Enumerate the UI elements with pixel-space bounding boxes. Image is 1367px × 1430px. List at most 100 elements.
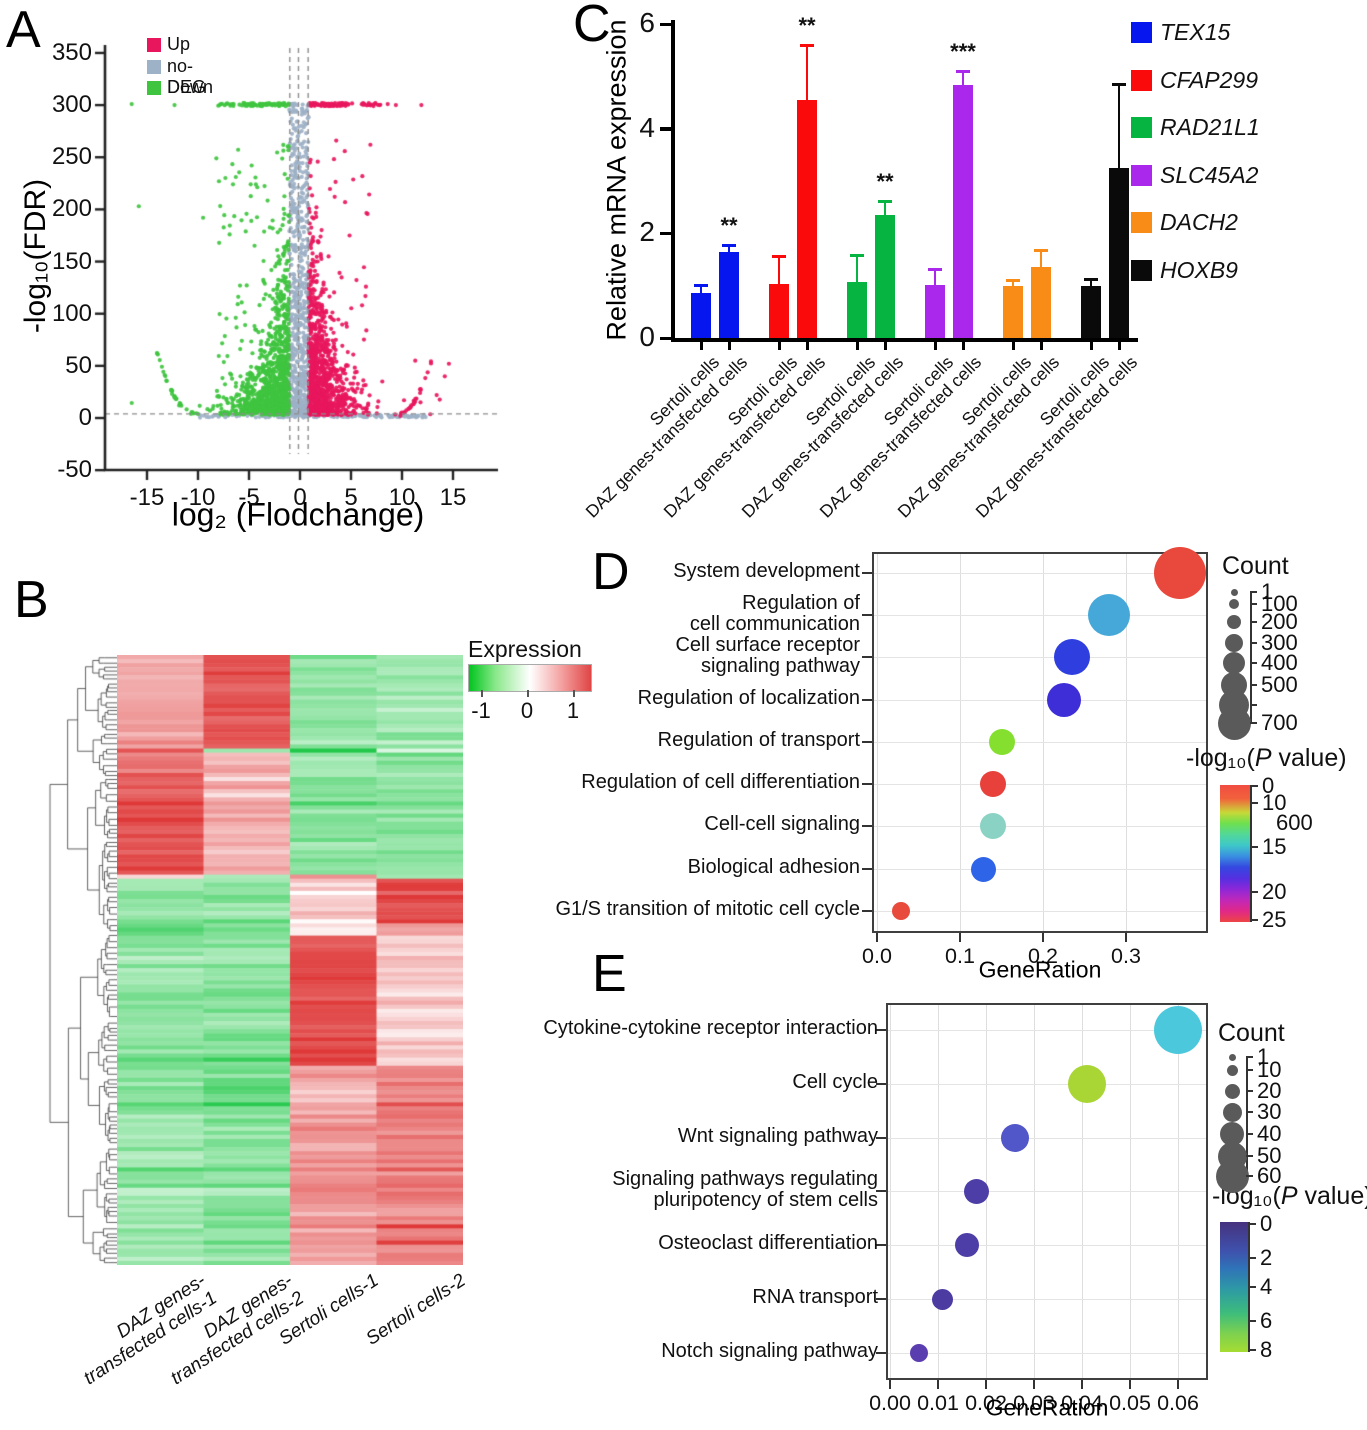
colorbar-tick <box>1250 801 1258 804</box>
count-label: 60 <box>1257 1163 1282 1188</box>
tick-label: 15 <box>439 484 467 511</box>
volcano-scatter-canvas <box>85 40 505 486</box>
y-tick-label: 4 <box>639 111 655 143</box>
x-tick-label: 0.02 <box>965 1391 1007 1415</box>
legend-label: Up <box>167 34 191 54</box>
kegg-count-legend-title: Count <box>1218 1019 1285 1047</box>
dendrogram-canvas <box>46 652 120 1268</box>
panel-c-letter: C <box>573 0 611 53</box>
error-cap <box>722 243 736 247</box>
row-tick <box>862 783 872 785</box>
count-label: 100 <box>1261 591 1298 616</box>
count-tick <box>1250 684 1257 686</box>
count-dot <box>1217 706 1251 740</box>
error-line <box>855 255 859 282</box>
term-label-line: Osteoclast differentiation <box>658 1232 878 1255</box>
go-stray-600-label: 600 <box>1276 810 1313 835</box>
bar-HOXB9-transfected <box>1109 168 1129 338</box>
gridline-h <box>874 615 1206 617</box>
row-tick <box>876 1352 886 1354</box>
significance-marker: ** <box>798 13 816 39</box>
x-tick-label: 0.01 <box>917 1391 959 1415</box>
count-legend-line <box>1246 1057 1248 1176</box>
panel-a-letter: A <box>6 1 41 59</box>
bubble-biological-adhesion <box>970 856 996 882</box>
bubble-cytokine-cytokine-receptor-interaction <box>1154 1006 1202 1054</box>
x-tick <box>777 341 781 350</box>
error-line <box>777 256 781 284</box>
bubble-g1-s-transition-of-mitotic-cell-cycle <box>892 902 911 920</box>
row-tick <box>862 741 872 743</box>
bar-CFAP299-transfected <box>797 100 817 338</box>
legend-swatch-RAD21L1 <box>1131 117 1152 138</box>
y-tick <box>660 231 672 236</box>
gridline-h <box>874 700 1206 702</box>
error-line <box>883 201 887 215</box>
x-tick <box>1129 1380 1131 1389</box>
x-tick-label: 0.03 <box>1013 1391 1055 1415</box>
count-label: 10 <box>1257 1057 1282 1082</box>
y-tick <box>660 22 672 27</box>
gridline-h <box>888 1245 1206 1247</box>
count-tick <box>1246 1133 1253 1135</box>
x-tick <box>1011 341 1015 350</box>
x-tick <box>1177 1380 1179 1389</box>
y-tick <box>660 336 672 340</box>
tick-label: -50 <box>57 456 92 484</box>
x-tick-label: 0.06 <box>1157 1391 1199 1415</box>
count-tick <box>1250 722 1257 724</box>
term-label-line: Regulation of cell differentiation <box>581 771 860 794</box>
count-label: 20 <box>1257 1078 1282 1103</box>
legend-tick-label: 1 <box>566 698 580 723</box>
legend-label: Down <box>167 77 214 97</box>
error-cap <box>772 255 786 259</box>
colorbar-tick-label: 8 <box>1260 1337 1273 1363</box>
bubble-regulation-of <box>1088 594 1131 636</box>
x-tick <box>889 1380 891 1389</box>
term-label-line: pluripotency of stem cells <box>653 1189 878 1211</box>
colorbar-tick <box>1248 1320 1256 1323</box>
x-tick <box>1081 1380 1083 1389</box>
count-label: 50 <box>1257 1143 1282 1168</box>
gridline-h <box>888 1030 1206 1032</box>
count-label: 200 <box>1261 609 1298 634</box>
colorbar-tick <box>1248 1286 1256 1288</box>
colorbar <box>1220 785 1250 922</box>
count-label: 40 <box>1257 1121 1282 1146</box>
y-tick-label: 6 <box>639 7 655 39</box>
volcano-x-axis-title: log₂ (Flodchange) <box>171 496 425 533</box>
x-tick <box>937 1380 939 1389</box>
x-tick <box>855 341 859 350</box>
colorbar-tick-label: 2 <box>1260 1245 1273 1270</box>
tick-label: 200 <box>51 195 92 223</box>
legend-swatch-Up <box>147 38 161 52</box>
term-label-line: Regulation of transport <box>657 729 860 752</box>
gridline-h <box>888 1299 1206 1301</box>
go-count-legend-title: Count <box>1222 552 1289 580</box>
x-tick-label: 0.3 <box>1111 944 1141 968</box>
legend-tick <box>527 690 529 697</box>
term-label: Regulation of localization <box>500 688 860 710</box>
tick-label: 0 <box>78 404 92 431</box>
term-label-line: RNA transport <box>752 1286 878 1309</box>
count-tick <box>1246 1069 1253 1071</box>
bubble-rna-transport <box>932 1288 954 1310</box>
legend-swatch-SLC45A2 <box>1131 164 1152 186</box>
term-label: Biological adhesion <box>500 857 860 879</box>
colorbar-tick <box>1250 890 1258 893</box>
gridline-h <box>874 869 1206 871</box>
colorbar-tick-label: 0 <box>1260 1210 1273 1236</box>
term-label-line: signaling pathway <box>701 655 860 677</box>
count-dot <box>1225 634 1243 652</box>
colorbar-tick <box>1250 784 1258 787</box>
legend-label: no-DEG <box>167 55 207 97</box>
term-label: Regulation of transport <box>500 730 860 752</box>
x-tick <box>1125 933 1127 942</box>
y-tick <box>660 127 672 131</box>
bar-DACH2-sertoli <box>1003 286 1023 338</box>
x-tick <box>933 341 937 350</box>
tick-label: -15 <box>129 484 165 511</box>
gridline-h <box>874 742 1206 744</box>
go-colorbar-title: -log₁₀(P value) <box>1186 744 1347 772</box>
count-dot <box>1228 1053 1236 1061</box>
